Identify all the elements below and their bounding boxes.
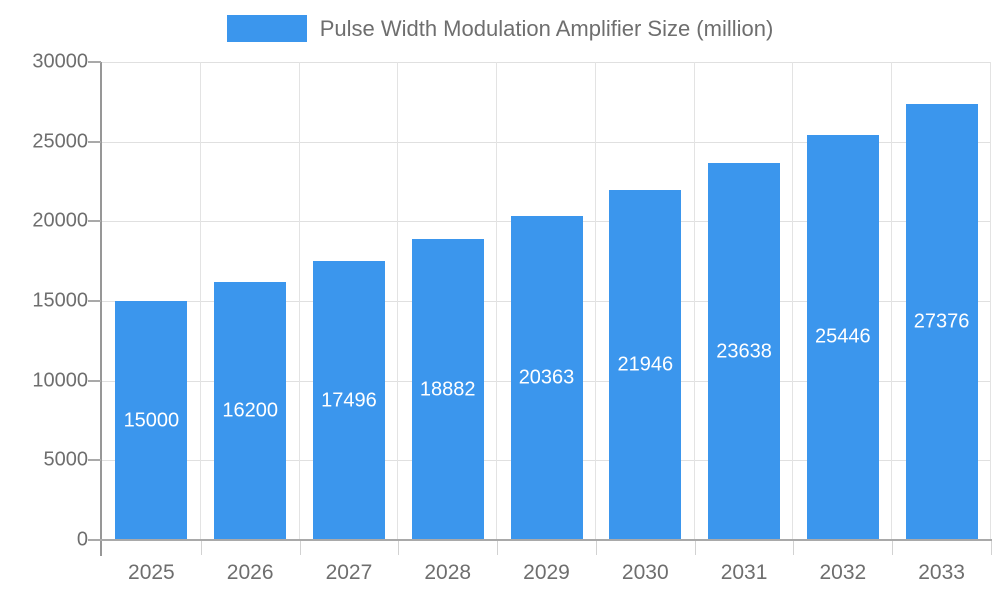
x-axis-line	[88, 539, 992, 541]
bar-value-label-2033: 27376	[913, 310, 970, 333]
bar-value-label-2032: 25446	[815, 325, 871, 348]
gridline-x-6	[693, 62, 695, 540]
y-tick-label-30000: 30000	[32, 50, 88, 73]
x-tick-label-2033: 2033	[918, 561, 965, 584]
x-tickmark-7	[793, 541, 795, 555]
y-tick-label-10000: 10000	[32, 369, 88, 392]
plot-area: 15000 16200 17496 18882 20363 21946 23638 25446…	[102, 62, 991, 540]
y-tick-label-15000: 15000	[32, 289, 88, 312]
legend-label: Pulse Width Modulation Amplifier Size (m…	[319, 15, 774, 41]
x-tick-label-2031: 2031	[720, 561, 768, 584]
y-tickmark-10000	[88, 379, 101, 382]
bar-value-label-2031: 23638	[716, 340, 772, 363]
x-tickmark-3	[398, 541, 400, 555]
y-axis-line	[100, 62, 102, 556]
bar-2029[interactable]: 20363	[510, 215, 583, 540]
x-tickmark-6	[694, 541, 696, 555]
bar-value-label-2029: 20363	[518, 366, 575, 389]
x-tickmark-1	[200, 541, 202, 555]
bar-value-label-2030: 21946	[617, 353, 674, 376]
chart-legend[interactable]: Pulse Width Modulation Amplifier Size (m…	[0, 15, 1000, 42]
gridline-x-5	[594, 62, 596, 540]
gridline-x-9	[990, 62, 991, 540]
bar-2031[interactable]: 23638	[708, 163, 781, 540]
y-tickmark-20000	[88, 220, 101, 223]
bar-2025[interactable]: 15000	[115, 301, 188, 540]
gridline-y-25000	[102, 141, 991, 143]
x-tick-label-2027: 2027	[325, 561, 373, 584]
x-tick-label-2029: 2029	[523, 561, 570, 584]
x-tickmark-4	[497, 541, 499, 555]
bar-2032[interactable]: 25446	[806, 134, 879, 540]
x-tickmark-2	[299, 541, 301, 555]
x-tick-label-2028: 2028	[424, 561, 472, 584]
x-tick-label-2025: 2025	[128, 561, 175, 584]
x-tickmark-5	[595, 541, 597, 555]
bar-2033[interactable]: 27376	[905, 103, 978, 540]
y-tickmark-5000	[88, 459, 101, 462]
y-tickmark-25000	[88, 140, 101, 143]
y-tick-label-0: 0	[76, 528, 88, 551]
bar-value-label-2026: 16200	[222, 399, 278, 422]
bar-value-label-2027: 17496	[321, 389, 377, 412]
legend-swatch-icon	[226, 15, 307, 42]
y-tickmark-30000	[88, 61, 101, 63]
y-tick-label-25000: 25000	[32, 130, 88, 153]
x-tickmark-8	[892, 541, 894, 555]
gridline-x-4	[496, 62, 498, 540]
x-tick-label-2032: 2032	[819, 561, 867, 584]
bar-value-label-2028: 18882	[419, 378, 476, 401]
gridline-x-1	[199, 62, 201, 540]
gridline-x-3	[397, 62, 399, 540]
bar-2026[interactable]: 16200	[214, 281, 287, 540]
gridline-y-30000	[102, 62, 991, 63]
gridline-x-7	[792, 62, 794, 540]
y-tick-label-5000: 5000	[43, 448, 89, 471]
gridline-x-8	[891, 62, 893, 540]
bar-2027[interactable]: 17496	[312, 261, 385, 540]
y-tickmark-0	[88, 539, 101, 541]
x-tick-label-2026: 2026	[226, 561, 274, 584]
x-tickmark-9	[991, 541, 992, 555]
y-tickmark-15000	[88, 300, 101, 302]
gridline-x-2	[298, 62, 300, 540]
x-tick-label-2030: 2030	[621, 561, 669, 584]
y-tick-label-20000: 20000	[32, 209, 88, 232]
bar-2030[interactable]: 21946	[609, 190, 682, 540]
bar-value-label-2025: 15000	[123, 409, 180, 431]
bar-2028[interactable]: 18882	[411, 239, 484, 540]
